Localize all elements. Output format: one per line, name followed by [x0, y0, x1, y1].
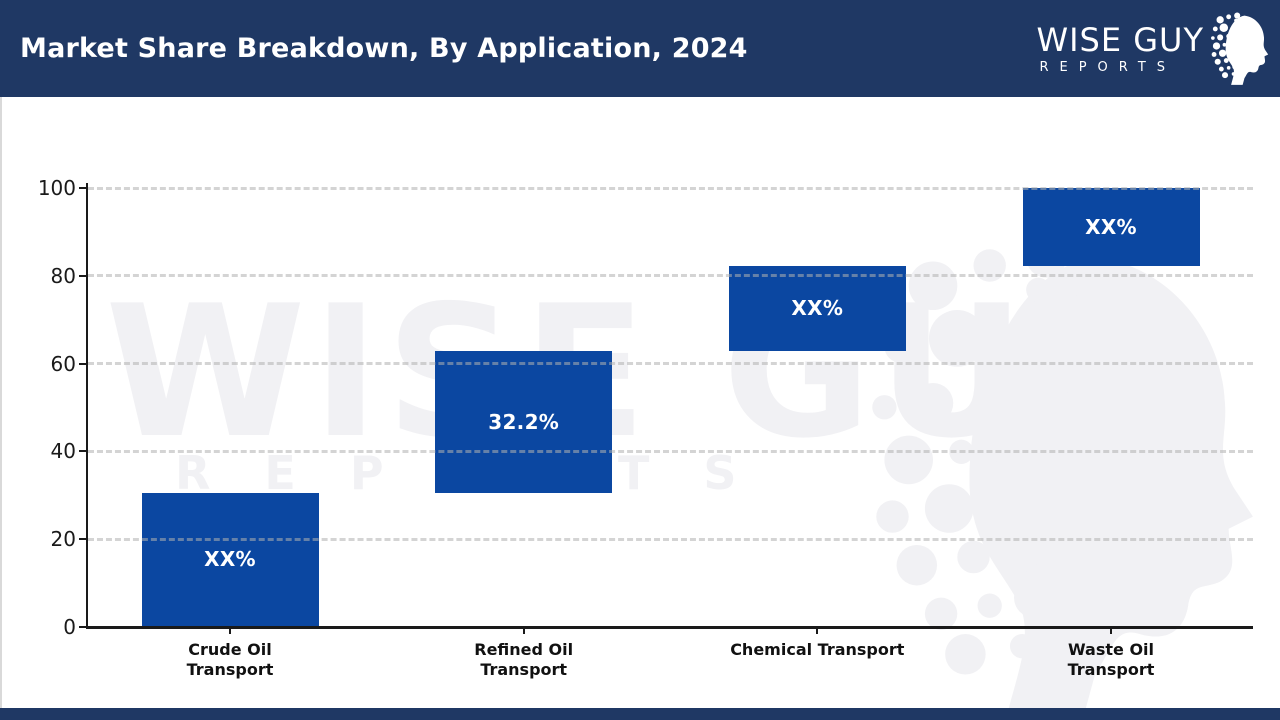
y-tick-80	[79, 274, 86, 277]
wiseguy-logo: WISE GUY REPORTS	[1036, 10, 1270, 88]
gridline-80	[88, 274, 1253, 278]
bar-value-label: 32.2%	[488, 409, 560, 434]
gridline-60	[88, 362, 1253, 366]
x-category-label: Chemical Transport	[730, 640, 905, 659]
gridline-20	[88, 537, 1253, 541]
logo-wordmark: WISE GUY REPORTS	[1036, 23, 1204, 75]
x-tick-0	[229, 627, 231, 634]
y-tick-label-100: 100	[37, 176, 76, 200]
bar-chemical-transport: XX%	[728, 265, 906, 352]
y-tick-100	[79, 187, 86, 189]
header-bar: Market Share Breakdown, By Application, …	[0, 0, 1280, 97]
bar-crude-oil-transport: XX%	[141, 492, 319, 626]
y-tick-60	[79, 362, 86, 365]
y-tick-0	[79, 626, 86, 628]
logo-line1: WISE GUY	[1036, 20, 1204, 59]
y-tick-label-60: 60	[50, 351, 76, 376]
gridline-40	[88, 449, 1253, 453]
bar-refined-oil-transport: 32.2%	[435, 351, 613, 493]
logo-line2: REPORTS	[1039, 59, 1177, 75]
x-category-label: Waste Oil Transport	[1067, 640, 1155, 679]
bar-value-label: XX%	[791, 296, 844, 321]
y-tick-40	[79, 450, 86, 453]
x-tick-3	[1110, 627, 1112, 634]
y-axis-line	[86, 183, 88, 629]
watermark: WISE GUY REPORTS	[105, 237, 1253, 708]
x-category-label: Crude Oil Transport	[186, 640, 274, 679]
bar-value-label: XX%	[204, 547, 256, 572]
x-tick-1	[522, 627, 525, 634]
bar-waste-oil-transport: XX%	[1022, 188, 1200, 266]
left-edge-line	[0, 97, 2, 708]
y-tick-label-0: 0	[63, 615, 76, 639]
bar-value-label: XX%	[1085, 214, 1137, 239]
gridline-100	[88, 186, 1253, 190]
x-category-label: Refined Oil Transport	[474, 640, 574, 679]
y-tick-20	[79, 538, 86, 541]
x-tick-2	[816, 627, 819, 634]
chart-title: Market Share Breakdown, By Application, …	[20, 33, 748, 64]
y-tick-label-40: 40	[50, 439, 76, 464]
y-tick-label-20: 20	[50, 527, 76, 552]
x-axis-line	[86, 626, 1253, 629]
y-tick-label-80: 80	[50, 263, 76, 288]
footer-bar	[0, 708, 1280, 720]
